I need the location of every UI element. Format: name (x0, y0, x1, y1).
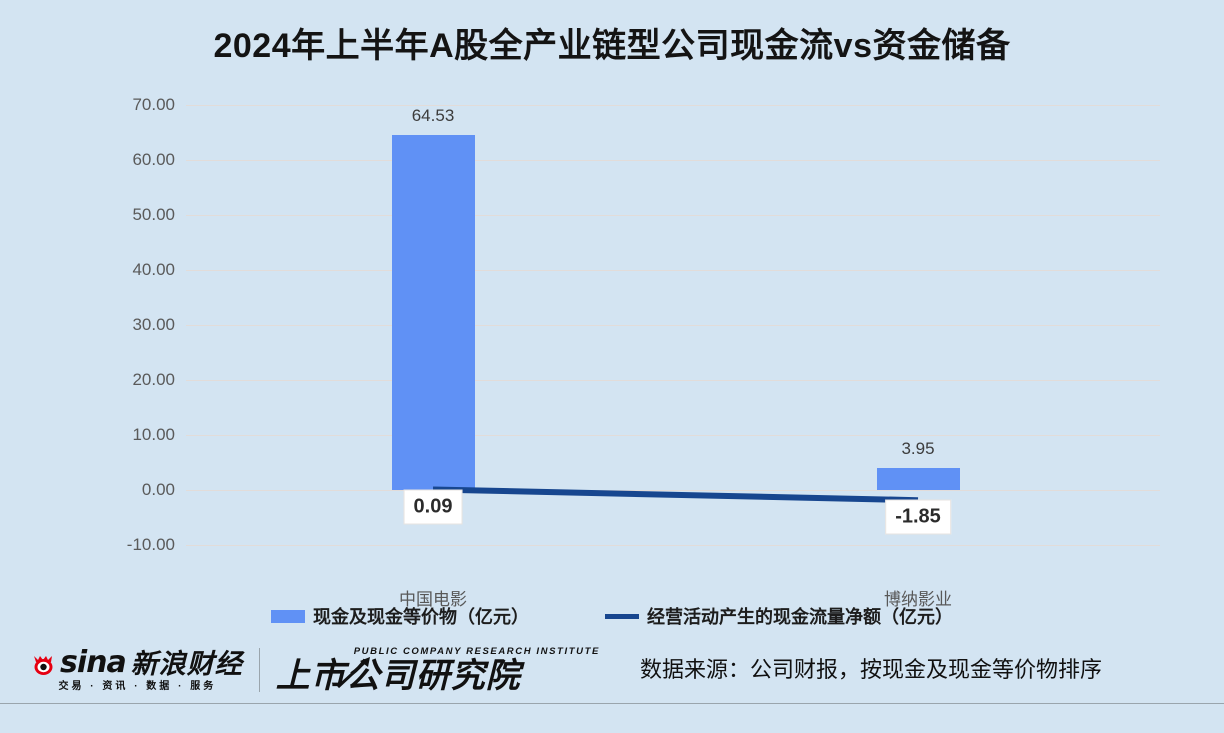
footer: sina 新浪财经 交易 · 资讯 · 数据 · 服务 PUBLIC COMPA… (0, 636, 1224, 704)
y-axis-tick: 20.00 (132, 370, 175, 389)
gridline (186, 325, 1160, 326)
sina-eye-icon (32, 656, 58, 678)
source-note: 数据来源：公司财报，按现金及现金等价物排序 (640, 657, 1103, 682)
gridline (186, 105, 1160, 106)
sina-wordmark: sina (60, 645, 127, 680)
institute-logo: PUBLIC COMPANY RESEARCH INSTITUTE 上市公司研究… (276, 647, 600, 693)
chart-plot-wrapper: 70.00 60.00 50.00 40.00 30.00 20.00 10.0… (0, 85, 1224, 609)
y-axis-tick: 30.00 (132, 315, 175, 334)
bar-bona-yingye[interactable] (877, 468, 960, 490)
line-value-label-bona-yingye: -1.85 (885, 499, 951, 535)
institute-english-name: PUBLIC COMPANY RESEARCH INSTITUTE (353, 646, 600, 658)
sina-chinese-name: 新浪财经 (130, 649, 243, 679)
line-swatch-icon (605, 613, 639, 619)
gridline (186, 545, 1160, 546)
institute-chinese-name: 上市公司研究院 (275, 656, 600, 695)
x-axis-tick-bona-yingye: 博纳影业 (884, 590, 952, 609)
footer-divider-vertical (258, 648, 260, 692)
gridline (186, 380, 1160, 381)
bar-value-label: 64.53 (411, 106, 455, 125)
gridline (186, 435, 1160, 436)
chart-legend: 现金及现金等价物（亿元） 经营活动产生的现金流量净额（亿元） (0, 603, 1224, 629)
y-axis-tick: 60.00 (132, 150, 175, 169)
sina-finance-logo: sina 新浪财经 交易 · 资讯 · 数据 · 服务 (32, 648, 243, 692)
gridline (186, 270, 1160, 271)
y-axis-tick: 10.00 (132, 425, 175, 444)
legend-label: 经营活动产生的现金流量净额（亿元） (647, 607, 953, 627)
x-axis-tick-zhongguo-dianying: 中国电影 (399, 590, 467, 609)
legend-item-operating-cash-flow[interactable]: 经营活动产生的现金流量净额（亿元） (605, 603, 953, 629)
bar-value-label: 3.95 (901, 439, 935, 458)
footer-logos: sina 新浪财经 交易 · 资讯 · 数据 · 服务 PUBLIC COMPA… (32, 647, 600, 693)
sina-tagline: 交易 · 资讯 · 数据 · 服务 (58, 681, 217, 692)
gridline (186, 160, 1160, 161)
line-path (432, 486, 919, 504)
plot-area: 64.53 3.95 0.09 -1.85 中国电影 博纳影业 (186, 105, 1160, 609)
gridline (186, 215, 1160, 216)
legend-item-cash-equivalents[interactable]: 现金及现金等价物（亿元） (271, 603, 529, 629)
line-series-cash-flow (432, 486, 919, 504)
bar-swatch-icon (271, 609, 305, 623)
institute-name-text: 上市公司研究院 (275, 656, 521, 695)
footer-divider-horizontal (0, 703, 1224, 704)
y-axis-tick: 0.00 (141, 480, 175, 499)
sina-logo-row: sina 新浪财经 (32, 648, 243, 678)
y-axis-tick: -10.00 (126, 535, 175, 554)
y-axis-tick: 50.00 (132, 205, 175, 224)
y-axis-tick: 70.00 (132, 95, 175, 114)
legend-label: 现金及现金等价物（亿元） (313, 607, 529, 627)
page-title: 2024年上半年A股全产业链型公司现金流vs资金储备 (213, 27, 1011, 65)
gridline (186, 490, 1160, 491)
growth-arrow-icon (336, 655, 376, 689)
bar-zhongguo-dianying[interactable] (392, 135, 475, 490)
line-value-label-zhongguo-dianying: 0.09 (403, 489, 463, 525)
y-axis-tick: 40.00 (132, 260, 175, 279)
